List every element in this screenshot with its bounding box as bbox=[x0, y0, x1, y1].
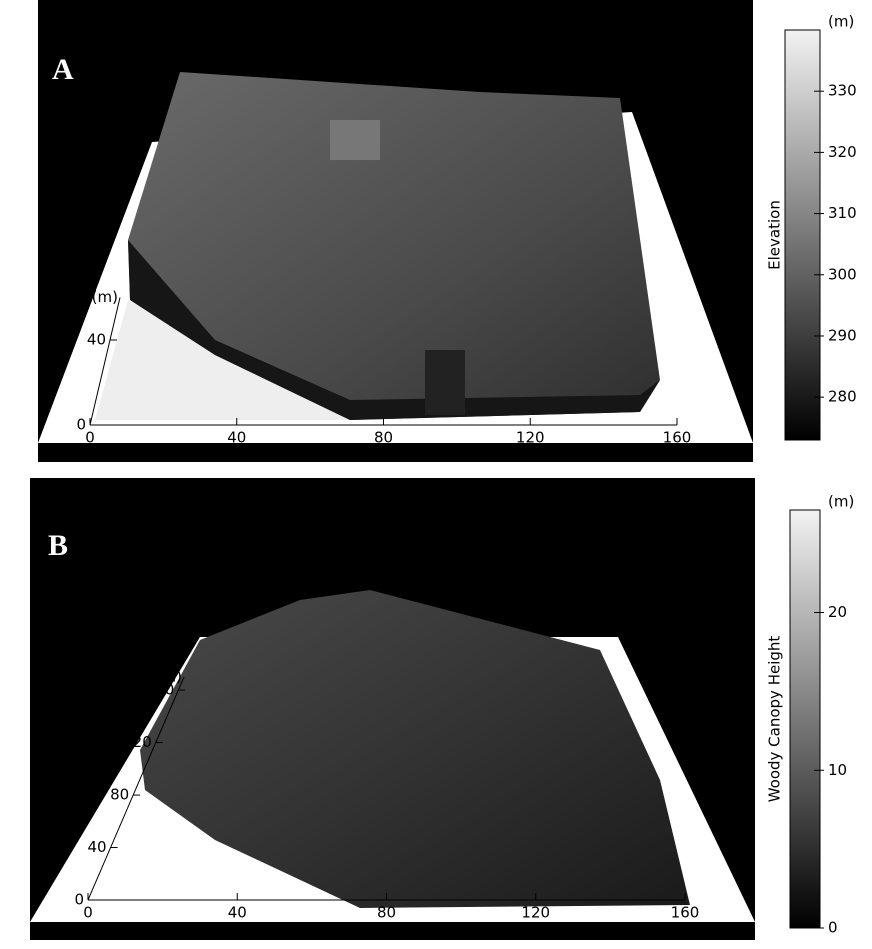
y-tick-label: 0 bbox=[76, 416, 86, 434]
y-tick-label: 0 bbox=[74, 891, 84, 909]
y-tick-label: 120 bbox=[123, 733, 152, 751]
colorbar-tick-label: 330 bbox=[828, 82, 857, 100]
panel-label: A bbox=[52, 53, 74, 86]
colorbar-tick-label: 290 bbox=[828, 326, 857, 344]
colorbar-tick-label: 20 bbox=[828, 603, 847, 621]
x-tick-label: 80 bbox=[377, 904, 396, 922]
colorbar-tick-label: 0 bbox=[828, 919, 838, 937]
y-tick-label: 40 bbox=[87, 331, 106, 349]
x-tick-label: 0 bbox=[85, 429, 95, 447]
building bbox=[425, 350, 465, 415]
y-unit: (m) bbox=[156, 668, 182, 686]
x-unit: (m) bbox=[697, 891, 723, 909]
panel-label: B bbox=[48, 529, 68, 562]
x-unit: (m) bbox=[689, 416, 715, 434]
x-tick-label: 160 bbox=[663, 429, 692, 447]
colorbar-tick-label: 280 bbox=[828, 388, 857, 406]
x-tick-label: 120 bbox=[516, 429, 545, 447]
y-tick-label: 40 bbox=[87, 838, 106, 856]
x-tick-label: 40 bbox=[227, 429, 246, 447]
colorbar-tick-label: 310 bbox=[828, 204, 857, 222]
panel-b bbox=[30, 478, 755, 940]
panel-a bbox=[38, 0, 753, 462]
building bbox=[330, 120, 380, 160]
x-tick-label: 40 bbox=[228, 904, 247, 922]
x-tick-label: 0 bbox=[83, 904, 93, 922]
figure: A04080120160(m)040(m)280290300310320330(… bbox=[0, 0, 872, 949]
colorbar-tick-label: 10 bbox=[828, 761, 847, 779]
x-tick-label: 120 bbox=[521, 904, 550, 922]
colorbar-unit: (m) bbox=[828, 493, 854, 511]
colorbar-tick-label: 320 bbox=[828, 143, 857, 161]
colorbar-label: Elevation bbox=[766, 200, 784, 270]
x-tick-label: 80 bbox=[374, 429, 393, 447]
y-unit: (m) bbox=[92, 288, 118, 306]
colorbar bbox=[790, 510, 820, 928]
colorbar-label: Woody Canopy Height bbox=[766, 636, 784, 803]
colorbar-tick-label: 300 bbox=[828, 265, 857, 283]
x-tick-label: 160 bbox=[671, 904, 700, 922]
colorbar-unit: (m) bbox=[828, 13, 854, 31]
y-tick-label: 80 bbox=[110, 786, 129, 804]
